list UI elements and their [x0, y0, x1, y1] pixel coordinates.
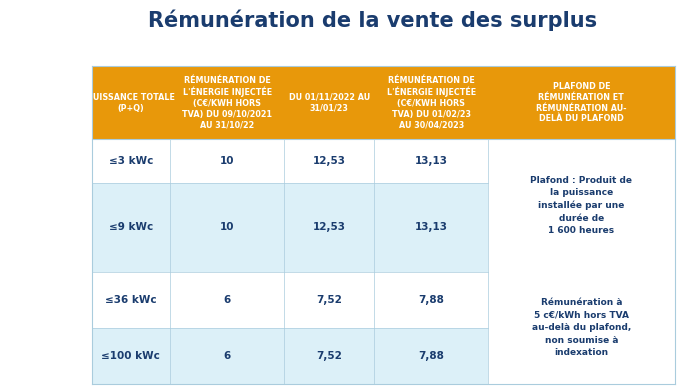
Text: PLAFOND DE
RÉMUNÉRATION ET
RÉMUNÉRATION AU-
DELÀ DU PLAFOND: PLAFOND DE RÉMUNÉRATION ET RÉMUNÉRATION … — [536, 82, 626, 123]
Text: 7,88: 7,88 — [418, 351, 444, 361]
Text: Rémunération à
5 c€/kWh hors TVA
au-delà du plafond,
non soumise à
indexation: Rémunération à 5 c€/kWh hors TVA au-delà… — [532, 298, 631, 357]
FancyBboxPatch shape — [92, 184, 488, 272]
Text: RÉMUNÉRATION DE
L'ÉNERGIE INJECTÉE
(C€/KWH HORS
TVA) DU 01/02/23
AU 30/04/2023: RÉMUNÉRATION DE L'ÉNERGIE INJECTÉE (C€/K… — [386, 76, 476, 130]
Text: 7,88: 7,88 — [418, 294, 444, 305]
Text: ≤36 kWc: ≤36 kWc — [105, 294, 157, 305]
Text: DU 01/11/2022 AU
31/01/23: DU 01/11/2022 AU 31/01/23 — [289, 93, 370, 113]
Text: RÉMUNÉRATION DE
L'ÉNERGIE INJECTÉE
(C€/KWH HORS
TVA) DU 09/10/2021
AU 31/10/22: RÉMUNÉRATION DE L'ÉNERGIE INJECTÉE (C€/K… — [182, 76, 272, 130]
FancyBboxPatch shape — [488, 272, 675, 328]
Text: 13,13: 13,13 — [415, 156, 447, 166]
Text: 6: 6 — [224, 351, 231, 361]
Text: 7,52: 7,52 — [316, 294, 342, 305]
Text: PUISSANCE TOTALE
(P+Q): PUISSANCE TOTALE (P+Q) — [87, 93, 175, 113]
Text: Rémunération de la vente des surplus: Rémunération de la vente des surplus — [148, 10, 597, 31]
FancyBboxPatch shape — [488, 139, 675, 184]
Text: ≤3 kWc: ≤3 kWc — [108, 156, 153, 166]
Text: ≤9 kWc: ≤9 kWc — [108, 222, 153, 232]
Text: ≤100 kWc: ≤100 kWc — [102, 351, 160, 361]
FancyBboxPatch shape — [488, 328, 675, 384]
Text: 12,53: 12,53 — [313, 222, 346, 232]
Text: 12,53: 12,53 — [313, 156, 346, 166]
Text: 10: 10 — [220, 222, 235, 232]
Text: 7,52: 7,52 — [316, 351, 342, 361]
FancyBboxPatch shape — [92, 272, 488, 328]
FancyBboxPatch shape — [92, 66, 675, 139]
Text: 10: 10 — [220, 156, 235, 166]
Text: 13,13: 13,13 — [415, 222, 447, 232]
Text: 6: 6 — [224, 294, 231, 305]
FancyBboxPatch shape — [92, 328, 488, 384]
Text: Plafond : Produit de
la puissance
installée par une
durée de
1 600 heures: Plafond : Produit de la puissance instal… — [530, 176, 633, 236]
FancyBboxPatch shape — [488, 184, 675, 272]
FancyBboxPatch shape — [92, 139, 488, 184]
